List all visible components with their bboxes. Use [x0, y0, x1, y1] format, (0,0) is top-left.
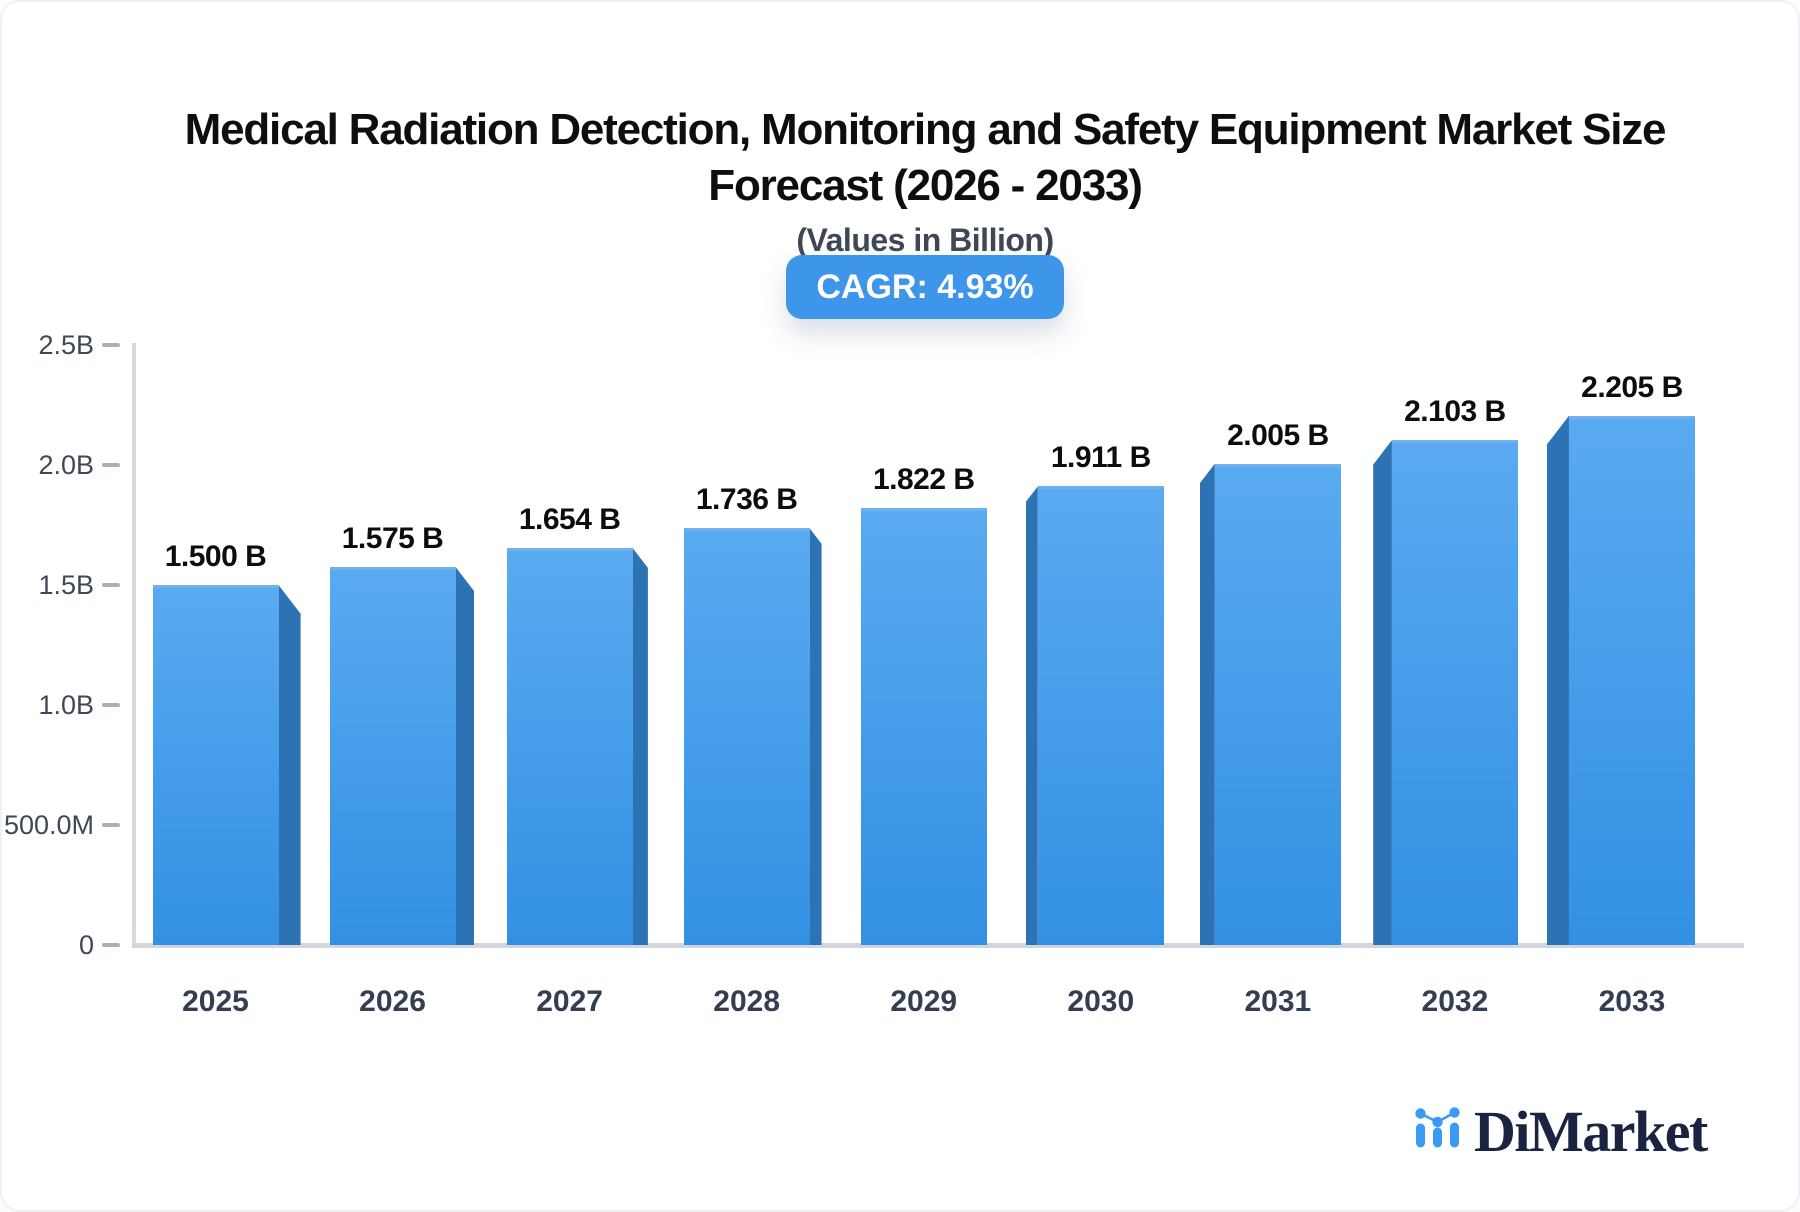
bar-side-face — [455, 567, 475, 945]
bar-2027 — [506, 548, 633, 945]
bar-value-label: 2.005 B — [1227, 418, 1329, 452]
bar-2025 — [152, 585, 279, 945]
bar-side-face — [1025, 486, 1038, 945]
bar-side-face — [278, 585, 301, 945]
bar-2026 — [329, 567, 456, 945]
bar-chart-logo-icon — [1415, 1107, 1460, 1148]
y-axis-tick-label: 500.0M — [3, 810, 94, 840]
bar-value-label: 1.736 B — [695, 483, 798, 517]
x-axis-label: 2025 — [182, 985, 249, 1018]
bar-value-label: 2.103 B — [1404, 395, 1506, 429]
bar-side-face — [1373, 440, 1392, 945]
x-axis-label: 2027 — [536, 985, 603, 1018]
bar-2028 — [683, 528, 810, 945]
cagr-badge: CAGR: 4.93% — [786, 255, 1064, 319]
bar-value-label: 1.822 B — [872, 462, 975, 496]
chart-title-line2: Forecast (2026 - 2033) — [708, 161, 1143, 210]
bar-2032 — [1391, 440, 1518, 945]
bar-side-face — [1546, 415, 1569, 945]
x-axis-line — [132, 943, 1744, 948]
chart-header: Medical Radiation Detection, Monitoring … — [48, 2, 1798, 319]
y-axis-tick-mark — [102, 823, 120, 827]
y-axis-tick-mark — [102, 583, 120, 587]
chart-title-line1: Medical Radiation Detection, Monitoring … — [184, 105, 1667, 154]
y-axis-tick-mark — [102, 943, 120, 947]
brand-name: DiMarket — [1474, 1099, 1708, 1164]
x-axis-label: 2032 — [1421, 985, 1489, 1018]
y-axis-tick-mark — [102, 703, 120, 707]
y-axis-tick-label: 0 — [78, 930, 94, 960]
bar-2030 — [1037, 486, 1164, 945]
y-axis-line — [132, 343, 136, 947]
y-axis-tick-label: 1.0B — [38, 690, 94, 720]
x-axis-label: 2029 — [890, 985, 958, 1018]
x-axis-label: 2030 — [1067, 985, 1135, 1018]
bar-value-label: 1.500 B — [164, 540, 267, 573]
bar-side-face — [632, 548, 648, 945]
bar-2031 — [1214, 463, 1341, 945]
x-axis-label: 2033 — [1598, 985, 1666, 1018]
y-axis-tick-label: 2.0B — [38, 450, 94, 480]
bar-2029 — [860, 507, 987, 945]
bar-side-face — [809, 528, 822, 945]
bar-value-label: 2.205 B — [1581, 370, 1683, 404]
y-axis-tick-mark — [102, 343, 120, 347]
brand-logo: DiMarket — [1414, 1099, 1708, 1164]
y-axis-tick-label: 2.5B — [38, 330, 94, 360]
y-axis-tick-mark — [102, 463, 120, 467]
x-axis-label: 2028 — [713, 985, 781, 1018]
bar-value-label: 1.575 B — [341, 522, 444, 555]
x-axis-label: 2026 — [359, 985, 426, 1018]
bar-value-label: 1.911 B — [1050, 441, 1151, 475]
bar-2033 — [1568, 415, 1695, 945]
bar-side-face — [1199, 463, 1215, 945]
bar-value-label: 1.654 B — [518, 503, 621, 537]
chart-subtitle: (Values in Billion) — [796, 222, 1054, 258]
y-axis-tick-label: 1.5B — [38, 570, 94, 600]
x-axis-label: 2031 — [1244, 985, 1312, 1018]
